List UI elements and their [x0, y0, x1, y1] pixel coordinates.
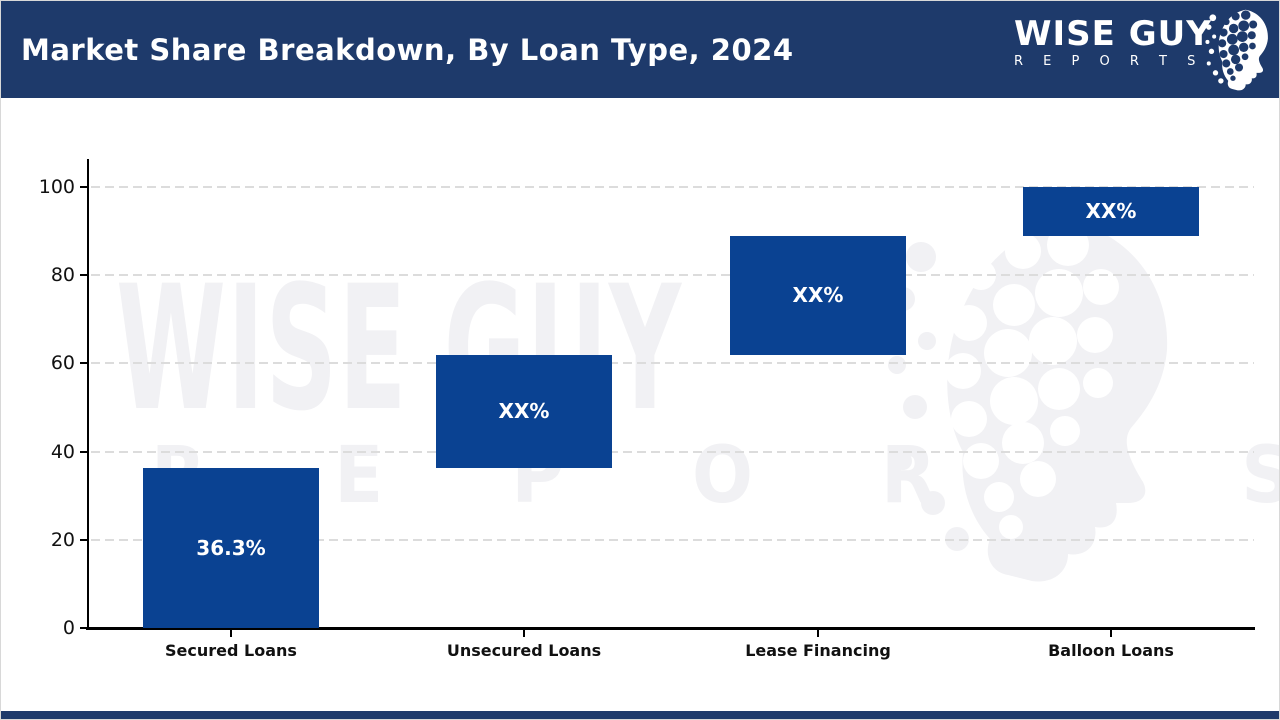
- bar-value-label: XX%: [498, 399, 550, 424]
- y-axis-line: [87, 159, 89, 629]
- brand-logo: WISE GUY R E P O R T S: [1014, 1, 1275, 98]
- waterfall-bar: XX%: [730, 235, 906, 355]
- x-axis-tick-mark: [1110, 630, 1112, 637]
- x-axis-tick-mark: [523, 630, 525, 637]
- waterfall-bar: XX%: [1023, 187, 1199, 236]
- waterfall-bar: XX%: [436, 354, 612, 468]
- y-axis-tick-label: 80: [50, 264, 75, 287]
- bar-value-label: 36.3%: [196, 535, 266, 560]
- x-axis-tick-mark: [230, 630, 232, 637]
- y-axis-tick-label: 20: [50, 528, 75, 551]
- y-axis-tick-mark: [80, 186, 87, 188]
- footer-band: [1, 711, 1279, 719]
- x-axis-category-label: Unsecured Loans: [446, 641, 602, 660]
- y-axis-tick-mark: [80, 274, 87, 277]
- brand-logo-text: WISE GUY R E P O R T S: [1014, 14, 1212, 70]
- x-axis-line: [86, 627, 1255, 630]
- x-axis-category-label: Balloon Loans: [1048, 641, 1174, 660]
- gridline: [91, 450, 1254, 453]
- x-axis-category-label: Lease Financing: [745, 641, 891, 660]
- brand-name: WISE GUY: [1014, 14, 1212, 54]
- y-axis-tick-mark: [80, 450, 87, 453]
- y-axis-tick-mark: [80, 362, 87, 365]
- brand-subtitle: R E P O R T S: [1014, 54, 1204, 70]
- waterfall-bar: 36.3%: [143, 467, 319, 628]
- y-axis-tick-label: 40: [50, 440, 75, 463]
- gridline: [91, 362, 1254, 365]
- x-axis-category-label: Secured Loans: [165, 641, 297, 660]
- bar-value-label: XX%: [792, 283, 844, 308]
- gridline: [91, 538, 1254, 541]
- y-axis-tick-label: 60: [50, 352, 75, 375]
- bar-value-label: XX%: [1085, 199, 1137, 224]
- gridline: [91, 274, 1254, 277]
- y-axis-tick-mark: [80, 627, 87, 629]
- y-axis-tick-label: 100: [38, 176, 75, 198]
- gridline: [91, 186, 1254, 188]
- brand-face-icon: [1205, 9, 1268, 91]
- header: Market Share Breakdown, By Loan Type, 20…: [1, 1, 1279, 98]
- x-axis-tick-mark: [817, 630, 819, 637]
- y-axis-tick-mark: [80, 538, 87, 541]
- y-axis-tick-label: 0: [62, 617, 75, 639]
- chart-title: Market Share Breakdown, By Loan Type, 20…: [21, 32, 794, 67]
